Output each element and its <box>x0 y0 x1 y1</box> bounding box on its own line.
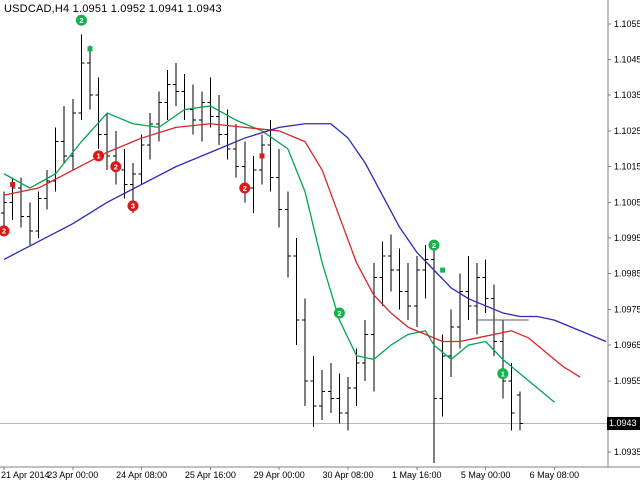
signal-marker-number: 2 <box>337 309 341 318</box>
y-axis-label: 1.0995 <box>614 233 640 243</box>
x-axis-label: 25 Apr 16:00 <box>185 470 236 480</box>
y-axis-label: 1.1055 <box>614 19 640 29</box>
x-axis-label: 21 Apr 2014 <box>1 470 50 480</box>
signal-marker-number: 2 <box>432 241 436 250</box>
signal-marker-number: 3 <box>131 202 135 211</box>
signal-marker-number: 1 <box>501 369 505 378</box>
x-axis-label: 1 May 16:00 <box>392 470 442 480</box>
y-axis-label: 1.0955 <box>614 376 640 386</box>
x-axis-label: 29 Apr 00:00 <box>254 470 305 480</box>
ma-slow-line <box>3 123 607 343</box>
red-signal-circle-marker <box>239 182 251 194</box>
y-axis-label: 1.0965 <box>614 340 640 350</box>
red-signal-circle-marker <box>0 225 10 237</box>
x-axis-label: 30 Apr 08:00 <box>322 470 373 480</box>
chart-title: USDCAD,H4 1.0951 1.0952 1.0941 1.0943 <box>4 3 222 15</box>
x-axis-label: 5 May 00:00 <box>461 470 511 480</box>
y-axis-label: 1.1045 <box>614 55 640 65</box>
y-axis-label: 1.0935 <box>614 447 640 457</box>
y-axis-label: 1.0985 <box>614 269 640 279</box>
ma-fast-line <box>3 105 555 403</box>
signal-marker-number: 2 <box>2 227 6 236</box>
signal-marker-number: 2 <box>79 16 83 25</box>
ma-mid-line <box>3 123 581 378</box>
green-signal-circle-marker <box>333 307 345 319</box>
red-signal-circle-marker <box>127 200 139 212</box>
signal-marker-number: 2 <box>114 162 118 171</box>
current-price-badge: 1.0943 <box>607 417 640 430</box>
signal-marker-number: 1 <box>97 152 101 161</box>
signal-marker-number: 2 <box>243 184 247 193</box>
green-signal-square-marker <box>87 46 93 52</box>
x-axis-label: 23 Apr 00:00 <box>47 470 98 480</box>
y-axis-label: 1.0975 <box>614 304 640 314</box>
green-signal-circle-marker <box>428 239 440 251</box>
green-signal-circle-marker <box>75 14 87 26</box>
red-signal-circle-marker <box>93 150 105 162</box>
x-axis-label: 24 Apr 08:00 <box>116 470 167 480</box>
red-signal-square-marker <box>259 153 265 159</box>
green-signal-circle-marker <box>497 368 509 380</box>
x-axis-label: 6 May 08:00 <box>530 470 580 480</box>
y-axis-label: 1.1015 <box>614 162 640 172</box>
y-axis-label: 1.1025 <box>614 126 640 136</box>
green-signal-square-marker <box>440 267 446 273</box>
y-axis-label: 1.1035 <box>614 90 640 100</box>
red-signal-circle-marker <box>110 161 122 173</box>
y-axis-label: 1.1005 <box>614 197 640 207</box>
red-signal-square-marker <box>10 181 16 187</box>
